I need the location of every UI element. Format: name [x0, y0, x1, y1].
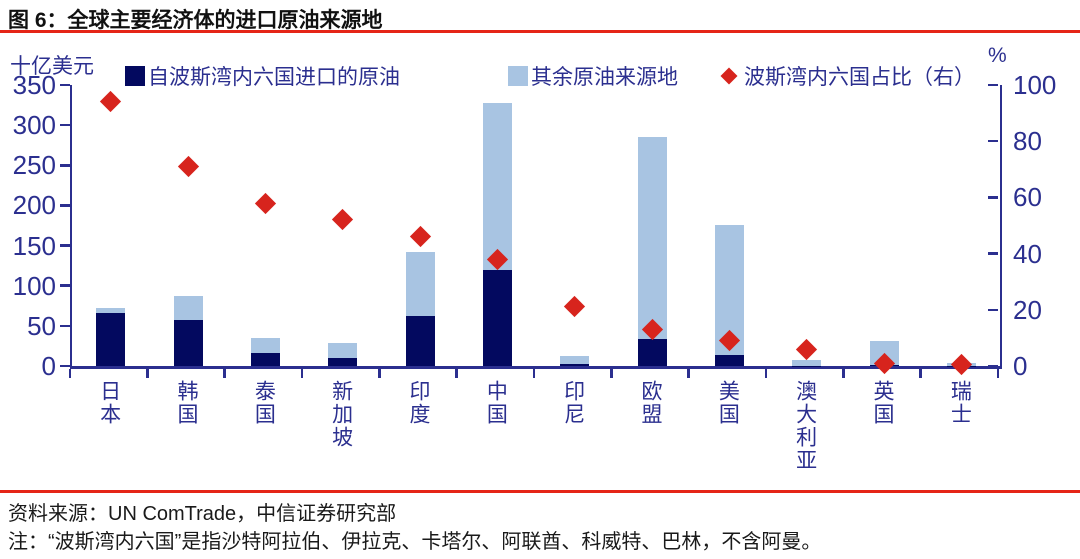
left-axis-tick-label-50: 50 [27, 310, 56, 341]
right-axis-tick-0 [988, 364, 998, 368]
bar-gulf-indonesia [560, 364, 590, 366]
right-axis-title: % [988, 44, 1007, 67]
bar-gulf-south-korea [173, 320, 203, 366]
gulf-share-point-south-korea [177, 155, 199, 178]
left-axis-tick-300 [60, 123, 70, 127]
x-axis-tick-11 [919, 369, 922, 378]
gulf-share-point-india [409, 226, 431, 248]
left-axis-tick-0 [60, 364, 70, 368]
x-axis-tick-8 [687, 369, 690, 378]
left-axis-tick-label-250: 250 [12, 150, 56, 181]
x-axis-tick-1 [146, 369, 149, 378]
bar-other-australia [792, 360, 822, 366]
x-label-australia: 澳大利亚 [793, 380, 817, 472]
legend-label-gulf-imports: 自波斯湾内六国进口的原油 [148, 66, 400, 89]
legend-label-gulf-share: 波斯湾内六国占比（右） [744, 66, 975, 89]
right-axis-tick-label-60: 60 [1013, 182, 1042, 213]
x-label-thailand: 泰国 [252, 380, 276, 426]
right-axis-tick-40 [988, 252, 998, 255]
title-underline [0, 30, 1080, 33]
x-label-south-korea: 韩国 [175, 380, 198, 426]
gulf-share-point-indonesia [564, 296, 586, 318]
bar-gulf-china [482, 269, 512, 366]
bar-other-china [482, 103, 512, 270]
right-axis-tick-label-0: 0 [1013, 351, 1028, 381]
left-axis-tick-label-150: 150 [12, 230, 56, 261]
note-line: 注：“波斯湾内六国”是指沙特阿拉伯、伊拉克、卡塔尔、阿联酋、科威特、巴林，不含阿… [8, 531, 822, 553]
left-axis-tick-label-200: 200 [12, 190, 56, 221]
left-axis-tick-label-300: 300 [12, 110, 56, 141]
x-axis-tick-0 [68, 369, 72, 378]
bar-gulf-thailand [250, 353, 280, 366]
x-label-india: 印度 [407, 380, 430, 426]
bar-gulf-singapore [328, 357, 358, 366]
right-axis-tick-label-20: 20 [1013, 294, 1042, 325]
left-axis-tick-label-350: 350 [12, 70, 56, 100]
right-axis-tick-label-80: 80 [1013, 126, 1042, 157]
left-axis-tick-200 [60, 204, 70, 207]
x-label-indonesia: 印尼 [561, 380, 585, 426]
right-axis-tick-label-40: 40 [1013, 238, 1042, 269]
bar-gulf-japan [96, 313, 126, 366]
gulf-share-point-thailand [254, 192, 276, 214]
x-axis-tick-3 [300, 369, 304, 378]
gulf-share-point-singapore [332, 209, 354, 231]
source-line: 资料来源：UN ComTrade，中信证券研究部 [8, 503, 397, 525]
gulf-share-point-switzerland [950, 353, 972, 376]
gulf-share-point-australia [796, 338, 818, 360]
legend-label-other-sources: 其余原油来源地 [531, 66, 678, 89]
right-axis-tick-100 [988, 83, 998, 87]
plot-area [70, 85, 1002, 376]
x-label-uk: 英国 [871, 380, 894, 426]
x-axis-tick-12 [996, 369, 1000, 378]
right-axis-tick-label-100: 100 [1013, 70, 1057, 100]
right-axis-tick-20 [988, 308, 998, 312]
gulf-series-swatch-icon [125, 66, 145, 86]
left-axis-title: 十亿美元 [10, 55, 94, 78]
right-axis-tick-60 [988, 196, 998, 199]
x-label-japan: 日本 [97, 380, 121, 426]
x-axis-tick-6 [532, 369, 536, 378]
bar-gulf-eu [637, 338, 667, 366]
left-axis-tick-150 [60, 244, 70, 247]
figure-title: 图 6：全球主要经济体的进口原油来源地 [8, 9, 383, 32]
bar-other-thailand [250, 337, 280, 354]
x-axis-tick-9 [764, 369, 768, 378]
bar-other-singapore [328, 342, 358, 358]
left-axis-tick-50 [60, 324, 70, 328]
x-axis-tick-7 [610, 369, 613, 378]
left-axis-tick-250 [60, 164, 70, 167]
bar-gulf-usa [714, 354, 744, 366]
x-axis-tick-10 [842, 369, 845, 378]
left-axis-tick-100 [60, 284, 70, 287]
bar-other-eu [637, 137, 667, 339]
x-axis-tick-5 [455, 369, 458, 378]
gulf-share-point-japan [100, 91, 122, 113]
x-label-eu: 欧盟 [639, 380, 662, 426]
left-axis-tick-label-0: 0 [41, 351, 56, 381]
bar-other-indonesia [560, 356, 590, 365]
right-axis-tick-80 [988, 139, 998, 143]
bar-other-south-korea [173, 296, 203, 321]
x-label-china: 中国 [484, 380, 508, 426]
x-label-usa: 美国 [716, 380, 740, 426]
bar-gulf-india [405, 316, 435, 366]
footer-separator [0, 490, 1080, 493]
legend-item-gulf-imports: 自波斯湾内六国进口的原油 [125, 61, 400, 91]
gulf-share-diamond-icon [720, 67, 738, 85]
x-axis-tick-2 [223, 369, 226, 378]
legend-item-gulf-share: 波斯湾内六国占比（右） [720, 61, 975, 91]
left-axis-tick-350 [60, 83, 70, 87]
x-label-switzerland: 瑞士 [948, 380, 972, 426]
legend-item-other-sources: 其余原油来源地 [508, 61, 678, 91]
left-axis-tick-label-100: 100 [12, 270, 56, 301]
other-series-swatch-icon [508, 66, 528, 86]
x-label-singapore: 新加坡 [329, 380, 353, 449]
bar-other-japan [96, 308, 126, 314]
x-axis-tick-4 [378, 369, 381, 378]
bar-other-india [405, 252, 435, 317]
